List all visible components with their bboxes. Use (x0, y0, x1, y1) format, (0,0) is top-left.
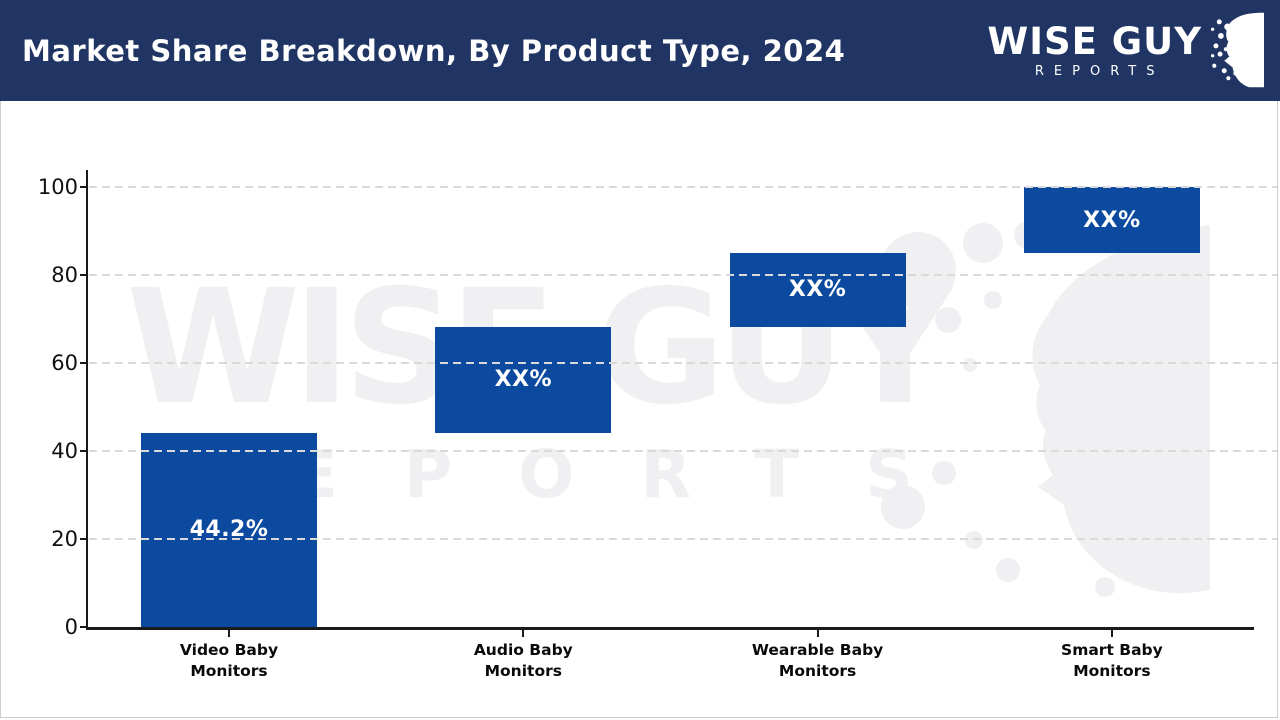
bar-3: XX% (729, 253, 906, 327)
y-tick-60 (80, 362, 88, 364)
x-category-line2: Monitors (484, 662, 562, 680)
y-tick-40 (80, 450, 88, 452)
y-tick-label-60: 60 (51, 351, 78, 375)
y-tick-100 (80, 186, 88, 188)
x-category-label-4: Smart Baby Monitors (992, 640, 1232, 682)
gridline-20 (89, 538, 1277, 540)
x-category-line2: Monitors (778, 662, 857, 680)
y-tick-80 (80, 274, 88, 276)
bar-1: 44.2% (141, 432, 317, 627)
bar-value-label-2: XX% (494, 367, 553, 393)
gridline-40 (89, 450, 1277, 452)
logo-head-icon (1210, 12, 1264, 88)
y-tick-20 (80, 538, 88, 540)
x-category-line1: Wearable Baby (751, 641, 884, 659)
y-tick-label-80: 80 (51, 263, 78, 287)
x-tick-4 (1110, 630, 1113, 637)
x-category-line1: Video Baby (179, 641, 279, 659)
bar-2: XX% (435, 326, 612, 433)
x-category-label-1: Video Baby Monitors (109, 640, 349, 682)
header-band: Market Share Breakdown, By Product Type,… (0, 0, 1280, 101)
bar-value-label-3: XX% (788, 277, 847, 303)
logo-text: WISE GUY REPORTS (987, 20, 1202, 80)
x-tick-1 (228, 630, 230, 637)
gridline-60 (89, 362, 1277, 364)
x-category-label-3: Wearable Baby Monitors (698, 640, 938, 682)
x-category-line1: Smart Baby (1061, 641, 1163, 659)
logo-subtext: REPORTS (1034, 64, 1165, 79)
x-category-line2: Monitors (1073, 662, 1151, 680)
x-tick-3 (816, 630, 819, 637)
page-title: Market Share Breakdown, By Product Type,… (22, 33, 846, 68)
y-tick-label-100: 100 (37, 175, 78, 199)
y-tick-label-40: 40 (51, 439, 78, 463)
y-tick-0 (80, 626, 88, 628)
gridline-80 (89, 274, 1277, 276)
logo-wordmark: WISE GUY (987, 20, 1202, 63)
y-tick-label-20: 20 (51, 527, 78, 551)
x-axis-line (88, 627, 1254, 630)
wiseguy-logo: WISE GUY REPORTS (987, 9, 1264, 91)
x-category-line1: Audio Baby (473, 641, 573, 659)
x-category-line2: Monitors (190, 662, 268, 680)
y-axis-line (86, 170, 88, 630)
y-tick-label-0: 0 (64, 615, 78, 639)
gridline-100 (89, 186, 1277, 188)
bar-4: XX% (1023, 187, 1200, 253)
x-tick-2 (522, 630, 525, 637)
x-category-label-2: Audio Baby Monitors (403, 640, 643, 682)
bar-value-label-4: XX% (1083, 207, 1141, 233)
